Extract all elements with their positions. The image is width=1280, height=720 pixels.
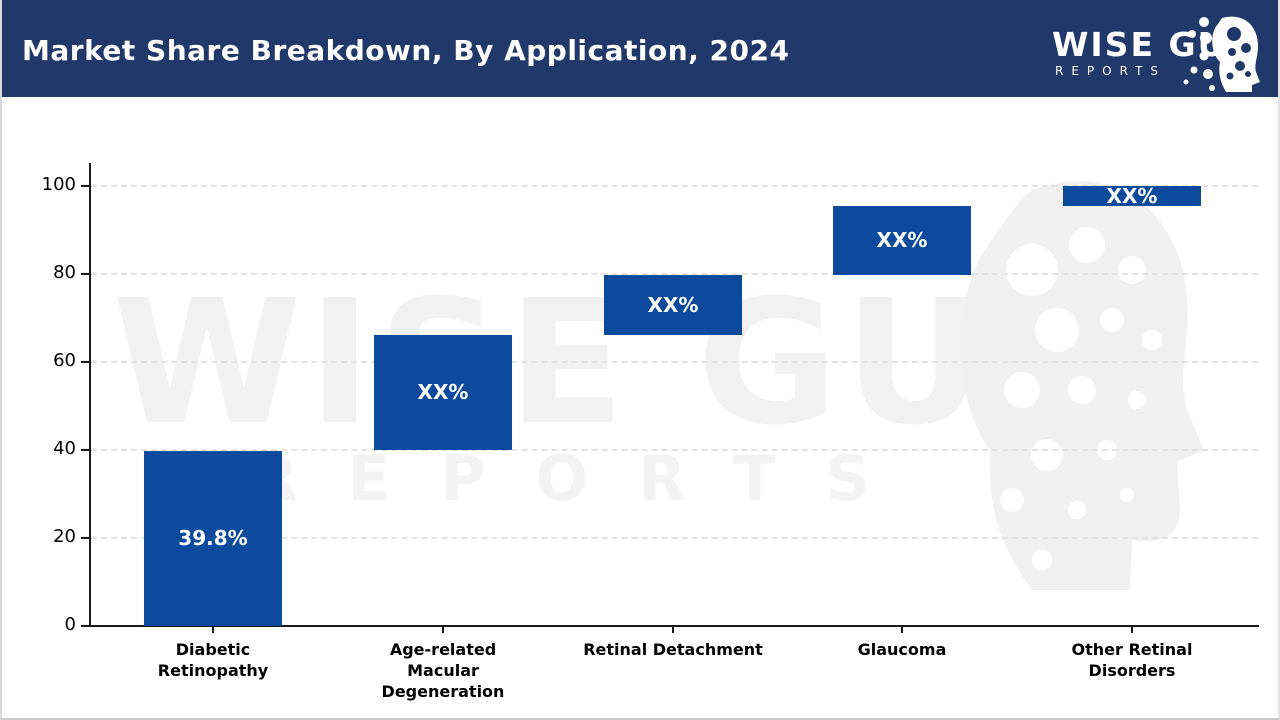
header-bar: Market Share Breakdown, By Application, … xyxy=(2,0,1278,97)
y-tick-label: 80 xyxy=(53,262,76,283)
x-category-label: Age-related Macular Degeneration xyxy=(381,640,505,701)
bar-value-label: 39.8% xyxy=(178,526,248,551)
x-category-label: Retinal Detachment xyxy=(583,640,763,659)
watermark-reports-text: REPORTS xyxy=(250,442,921,515)
y-axis-line xyxy=(89,163,91,627)
x-category-label: Other Retinal Disorders xyxy=(1071,640,1193,680)
x-tick-mark xyxy=(212,627,214,633)
y-tick-label: 100 xyxy=(41,174,76,195)
x-category-label: Glaucoma xyxy=(857,640,947,659)
y-tick-label: 60 xyxy=(53,350,76,371)
y-tick-label: 40 xyxy=(53,438,76,459)
brand-subname: REPORTS xyxy=(1055,64,1167,78)
page-title: Market Share Breakdown, By Application, … xyxy=(22,34,790,67)
gridline-y60 xyxy=(91,361,1258,363)
y-tick-mark xyxy=(81,449,89,451)
bar-segment-4: XX% xyxy=(833,205,971,275)
bar-segment-3: XX% xyxy=(604,274,742,335)
y-tick-mark xyxy=(81,273,89,275)
bar-segment-1: 39.8% xyxy=(144,450,282,626)
bar-segment-2: XX% xyxy=(374,334,512,450)
y-tick-mark xyxy=(81,537,89,539)
x-category-label: Diabetic Retinopathy xyxy=(157,640,269,680)
bar-value-label: XX% xyxy=(1106,183,1158,208)
brand-logo: WISE GUY REPORTS xyxy=(1020,8,1260,92)
x-tick-mark xyxy=(442,627,444,633)
brand-head-icon xyxy=(1183,16,1260,92)
x-tick-mark xyxy=(672,627,674,633)
bar-segment-5: XX% xyxy=(1063,183,1201,208)
x-tick-mark xyxy=(1131,627,1133,633)
y-tick-label: 20 xyxy=(53,526,76,547)
y-tick-mark xyxy=(81,185,89,187)
gridline-y80 xyxy=(91,273,1258,275)
x-tick-mark xyxy=(901,627,903,633)
y-tick-label: 0 xyxy=(64,614,76,635)
gridline-y100 xyxy=(91,185,1258,187)
watermark-head-graphic xyxy=(961,181,1204,591)
y-tick-mark xyxy=(81,361,89,363)
y-tick-mark xyxy=(81,625,89,627)
bar-value-label: XX% xyxy=(876,228,928,253)
gridline-y40 xyxy=(91,449,1258,451)
bar-value-label: XX% xyxy=(647,292,699,317)
x-axis-line xyxy=(89,625,1259,627)
gridline-y20 xyxy=(91,537,1258,539)
bar-value-label: XX% xyxy=(417,380,469,405)
